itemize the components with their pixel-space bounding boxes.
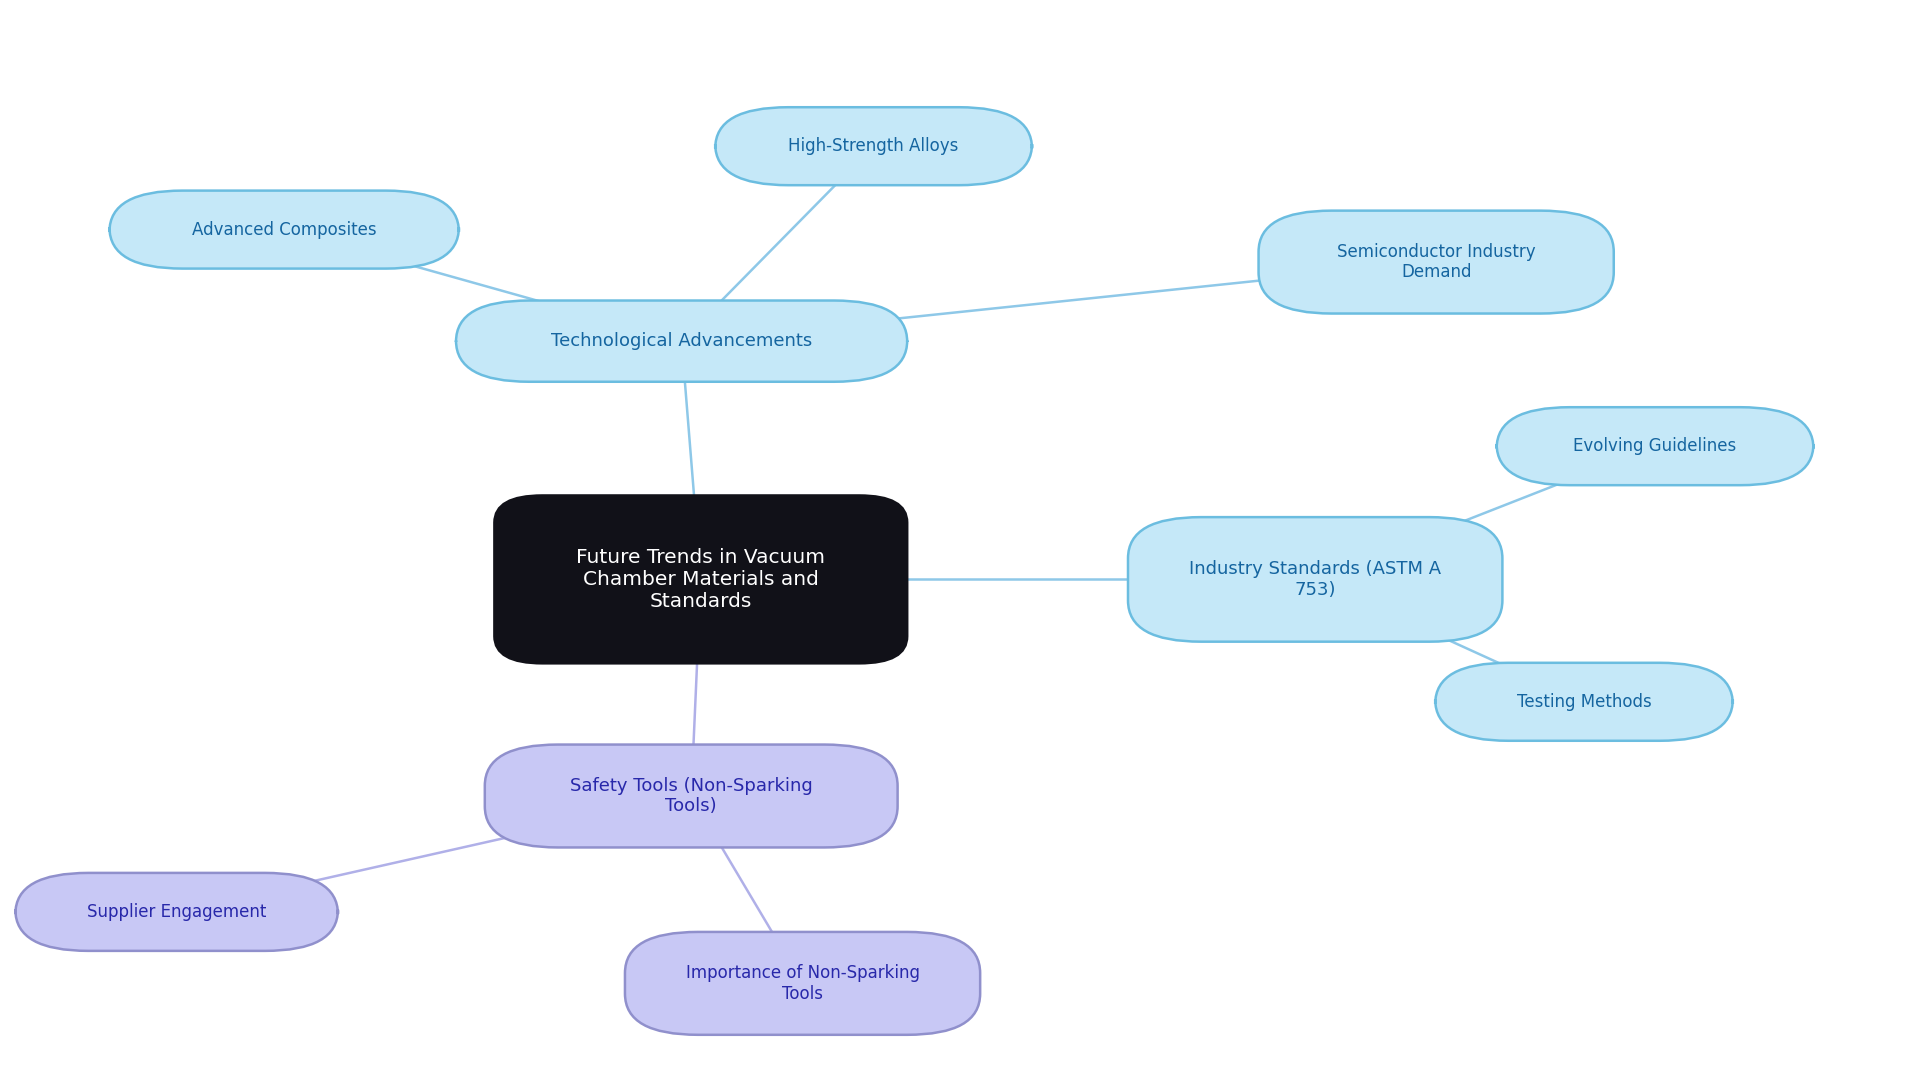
FancyBboxPatch shape (484, 745, 899, 847)
FancyBboxPatch shape (1434, 663, 1732, 741)
FancyBboxPatch shape (457, 300, 906, 381)
Text: Semiconductor Industry
Demand: Semiconductor Industry Demand (1336, 243, 1536, 282)
FancyBboxPatch shape (626, 931, 979, 1035)
Text: Industry Standards (ASTM A
753): Industry Standards (ASTM A 753) (1188, 560, 1442, 599)
Text: Advanced Composites: Advanced Composites (192, 221, 376, 238)
Text: High-Strength Alloys: High-Strength Alloys (789, 138, 958, 155)
Text: Importance of Non-Sparking
Tools: Importance of Non-Sparking Tools (685, 964, 920, 1003)
Text: Future Trends in Vacuum
Chamber Materials and
Standards: Future Trends in Vacuum Chamber Material… (576, 548, 826, 611)
FancyBboxPatch shape (714, 107, 1033, 185)
Text: Evolving Guidelines: Evolving Guidelines (1572, 438, 1738, 455)
FancyBboxPatch shape (1260, 210, 1613, 314)
FancyBboxPatch shape (109, 191, 459, 269)
FancyBboxPatch shape (1498, 407, 1812, 485)
Text: Safety Tools (Non-Sparking
Tools): Safety Tools (Non-Sparking Tools) (570, 777, 812, 815)
FancyBboxPatch shape (1129, 517, 1501, 641)
FancyBboxPatch shape (15, 873, 338, 951)
Text: Testing Methods: Testing Methods (1517, 693, 1651, 710)
Text: Technological Advancements: Technological Advancements (551, 332, 812, 350)
FancyBboxPatch shape (495, 496, 908, 663)
Text: Supplier Engagement: Supplier Engagement (86, 903, 267, 921)
